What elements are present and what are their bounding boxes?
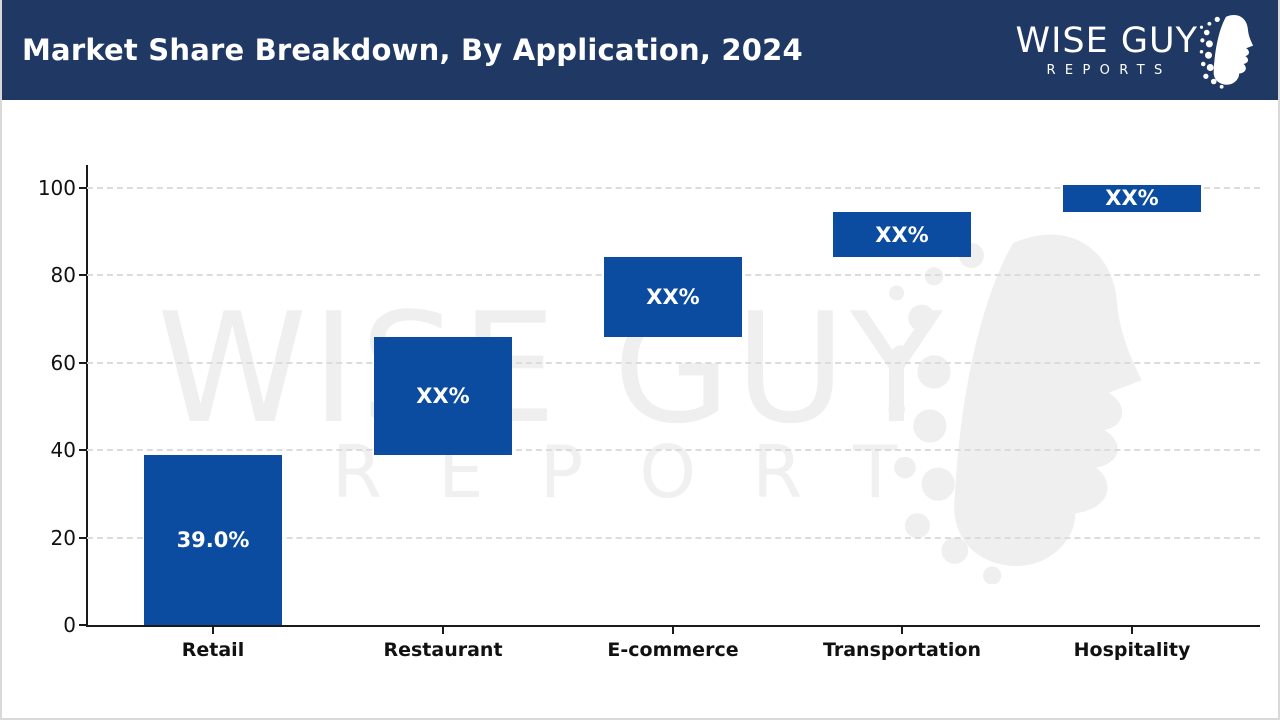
bar-retail [144,454,282,625]
chart-title: Market Share Breakdown, By Application, … [22,33,803,67]
bar-hospitality [1063,184,1201,212]
y-tick-mark-100 [79,187,87,189]
gridline-20 [87,536,1260,539]
bar-label-restaurant: XX% [416,384,470,408]
x-tick-mark-transportation [901,627,903,634]
x-tick-mark-e-commerce [672,627,674,634]
plot: 0 20 40 60 80 100 39.0% Retail XX% Restaurant XX% E… [2,100,1278,718]
y-axis-line [86,165,88,627]
x-tick-label-hospitality: Hospitality [1073,639,1191,661]
bar-label-e-commerce: XX% [646,285,700,310]
wiseguy-logo: WISE GUY REPORTS [1015,11,1254,89]
y-tick-label-60: 60 [50,350,76,375]
y-tick-mark-40 [79,449,87,452]
logo-wordmark: WISE GUY REPORTS [1015,20,1198,78]
bar-label-transportation: XX% [875,222,929,247]
y-tick-mark-20 [79,536,87,539]
y-tick-label-100: 100 [37,176,76,200]
logo-head-icon [1198,11,1254,89]
x-axis-line [86,625,1260,627]
x-tick-label-transportation: Transportation [822,639,981,661]
logo-line2: REPORTS [1046,62,1172,78]
bar-label-retail: 39.0% [176,527,250,552]
bar-e-commerce [604,257,742,338]
x-tick-label-retail: Retail [181,639,245,661]
chart-area: WISE GUY REPORTS 0 20 40 60 80 100 39.0% Retail… [2,100,1278,718]
y-tick-mark-60 [79,361,87,364]
x-tick-label-e-commerce: E-commerce [607,639,739,661]
y-tick-label-80: 80 [50,263,76,288]
x-tick-mark-retail [212,627,214,634]
x-tick-mark-hospitality [1131,627,1133,634]
gridline-60 [87,361,1260,364]
x-tick-mark-restaurant [442,627,444,634]
gridline-100 [87,187,1260,189]
x-tick-label-restaurant: Restaurant [383,639,503,661]
y-tick-mark-0 [79,624,87,626]
y-tick-label-20: 20 [50,525,76,550]
y-tick-mark-80 [79,274,87,277]
bar-label-hospitality: XX% [1105,186,1159,211]
bar-restaurant [374,337,512,455]
header-bar: Market Share Breakdown, By Application, … [2,0,1278,100]
y-tick-label-0: 0 [63,613,76,637]
y-tick-label-40: 40 [50,438,76,463]
gridline-40 [87,449,1260,452]
logo-line1: WISE GUY [1015,20,1198,61]
